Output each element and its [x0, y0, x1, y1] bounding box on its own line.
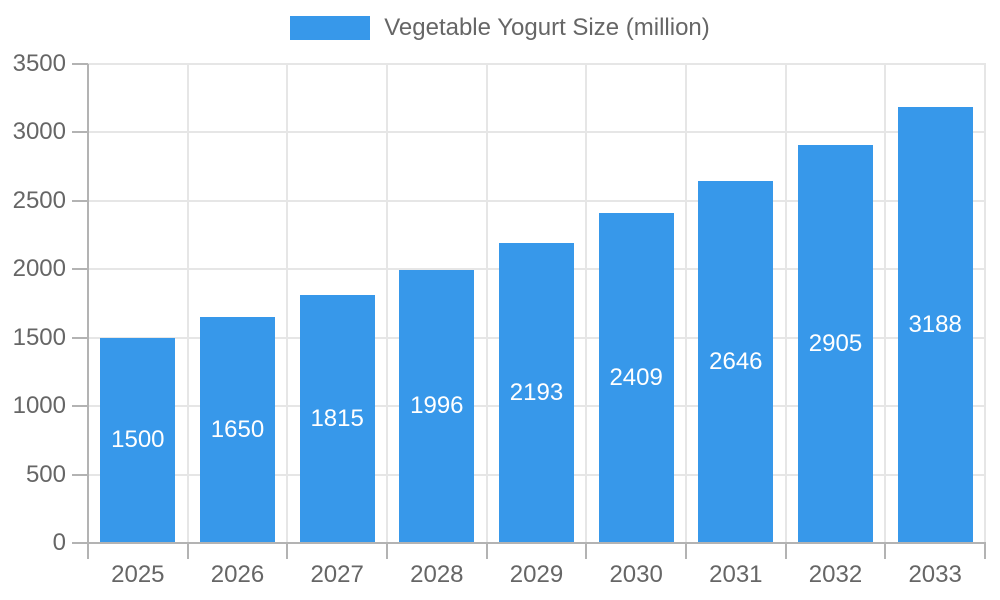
bar	[100, 337, 176, 543]
y-axis-tick-label: 1500	[12, 323, 66, 351]
y-axis-tick	[72, 199, 88, 202]
y-axis-tick	[72, 473, 88, 476]
y-axis-tick	[72, 336, 88, 339]
x-gridline	[286, 64, 289, 543]
x-gridline	[784, 64, 787, 543]
legend-swatch	[290, 16, 371, 40]
y-axis-tick	[72, 268, 88, 271]
bar-value-label: 1815	[310, 404, 364, 432]
x-axis-tick-label: 2033	[908, 561, 962, 588]
x-axis-tick	[585, 543, 588, 559]
bar	[698, 180, 774, 543]
x-axis-tick	[685, 543, 687, 559]
chart-legend: Vegetable Yogurt Size (million)	[0, 14, 1000, 42]
y-axis-tick-label: 500	[25, 460, 66, 488]
y-gridline	[88, 199, 986, 202]
x-gridline	[984, 64, 986, 543]
bar-value-label: 2905	[808, 330, 863, 358]
x-axis-tick	[784, 543, 787, 559]
bar-value-label: 1650	[210, 416, 265, 444]
x-gridline	[186, 64, 189, 543]
y-axis-line	[87, 64, 89, 543]
y-axis-tick-label: 0	[52, 529, 66, 556]
y-axis-tick-label: 3500	[12, 50, 66, 77]
y-axis-tick-label: 2000	[12, 255, 66, 283]
bar-value-label: 2193	[509, 378, 564, 406]
x-axis-line	[87, 542, 986, 544]
bar	[598, 213, 674, 543]
bar-value-label: 1996	[410, 392, 464, 420]
y-gridline	[88, 63, 986, 65]
y-axis-tick	[72, 542, 88, 544]
y-axis-tick-label: 3000	[12, 118, 66, 146]
bar-value-label: 2409	[609, 364, 663, 392]
bar-value-label: 1500	[111, 426, 165, 454]
x-axis-tick-label: 2032	[808, 561, 863, 588]
bar	[897, 106, 973, 543]
x-axis-tick-label: 2029	[509, 561, 564, 588]
y-axis-tick-label: 2500	[12, 186, 66, 214]
x-gridline	[884, 64, 887, 543]
bar-value-label: 3188	[908, 310, 962, 338]
x-axis-tick-label: 2025	[111, 561, 165, 588]
x-axis-tick-label: 2030	[609, 561, 663, 588]
x-axis-tick	[884, 543, 887, 559]
bar	[798, 145, 873, 543]
legend-label: Vegetable Yogurt Size (million)	[384, 14, 710, 41]
y-gridline	[88, 131, 986, 134]
x-axis-tick	[984, 543, 986, 559]
x-axis-tick-label: 2031	[709, 561, 763, 588]
bar	[200, 317, 275, 543]
x-axis-tick-label: 2028	[410, 561, 464, 588]
bar	[399, 269, 475, 543]
x-axis-tick-label: 2027	[310, 561, 364, 588]
bar	[499, 242, 574, 543]
x-gridline	[585, 64, 588, 543]
bar	[299, 294, 375, 543]
y-axis-tick	[72, 63, 88, 65]
y-axis-tick	[72, 131, 88, 134]
x-axis-tick	[286, 543, 289, 559]
x-axis-tick	[485, 543, 488, 559]
x-axis-tick-label: 2026	[210, 561, 265, 588]
y-axis-tick-label: 1000	[12, 392, 66, 420]
x-axis-tick	[87, 543, 89, 559]
bar-value-label: 2646	[709, 347, 763, 375]
x-gridline	[485, 64, 488, 543]
legend-item[interactable]: Vegetable Yogurt Size (million)	[290, 14, 710, 42]
y-axis-tick	[72, 405, 88, 408]
x-axis-tick	[386, 543, 388, 559]
x-gridline	[386, 64, 388, 543]
x-gridline	[685, 64, 687, 543]
x-axis-tick	[186, 543, 189, 559]
